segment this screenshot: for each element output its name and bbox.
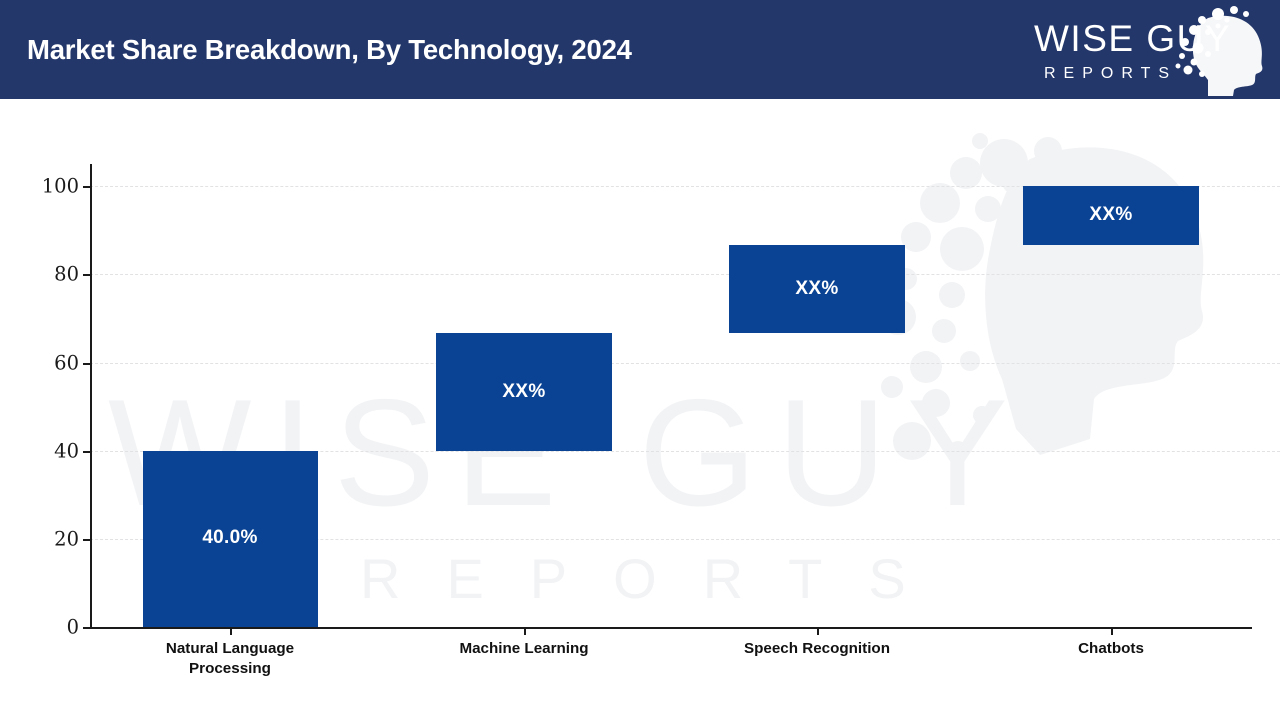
bar-label-natural-language-processing: 40.0%: [202, 527, 258, 548]
x-tick-chatbots: [1111, 627, 1113, 635]
page-title: Market Share Breakdown, By Technology, 2…: [27, 34, 632, 65]
x-axis-label-chatbots: Chatbots: [1078, 640, 1144, 657]
x-tick-machine-learning: [524, 627, 526, 635]
y-tick-20: [83, 539, 91, 541]
y-axis-line: [90, 164, 92, 628]
y-axis-label-40: 40: [54, 439, 79, 463]
y-tick-80: [83, 274, 91, 276]
bar-label-speech-recognition: XX%: [795, 278, 839, 299]
x-tick-natural-language-processing: [230, 627, 232, 635]
bar-machine-learning[interactable]: [436, 333, 612, 451]
gridline-80: [90, 274, 1280, 275]
x-axis-label-natural-language-processing: Natural Language Processing: [165, 640, 295, 677]
gridline-60: [90, 363, 1280, 364]
logo-head-icon: [1192, 15, 1263, 96]
y-tick-0: [83, 627, 91, 629]
gridline-40: [90, 451, 1280, 452]
y-axis-label-0: 0: [66, 615, 79, 639]
plot-area: 100 80 60 40 20 0 40.0% XX% XX% XX% Natu…: [0, 99, 1280, 720]
x-axis-label-machine-learning: Machine Learning: [459, 640, 589, 657]
y-axis-label-20: 20: [54, 527, 79, 551]
wise-guy-reports-logo: WISE GUY REPORTS: [1022, 4, 1272, 96]
y-tick-60: [83, 363, 91, 365]
bar-label-chatbots: XX%: [1089, 204, 1133, 225]
logo-wordmark-secondary: REPORTS: [1044, 65, 1177, 82]
bar-speech-recognition[interactable]: [729, 245, 905, 333]
logo-dots-icon: [1175, 6, 1249, 77]
x-axis-label-speech-recognition: Speech Recognition: [744, 640, 890, 657]
x-tick-speech-recognition: [817, 627, 819, 635]
gridline-20: [90, 539, 1280, 540]
y-axis-label-100: 100: [41, 174, 79, 198]
bar-chatbots[interactable]: [1023, 186, 1199, 245]
y-tick-40: [83, 451, 91, 453]
page-header: Market Share Breakdown, By Technology, 2…: [0, 0, 1280, 99]
y-axis-label-80: 80: [54, 262, 79, 286]
gridline-100: [90, 186, 1280, 187]
bar-natural-language-processing[interactable]: [143, 451, 318, 627]
logo-svg: WISE GUY REPORTS: [1034, 6, 1263, 96]
chart-area: WISE GUY REPORTS: [0, 99, 1280, 720]
y-axis-label-60: 60: [54, 351, 79, 375]
x-axis-line: [90, 627, 1252, 629]
bar-label-machine-learning: XX%: [502, 381, 546, 402]
y-tick-100: [83, 186, 91, 188]
